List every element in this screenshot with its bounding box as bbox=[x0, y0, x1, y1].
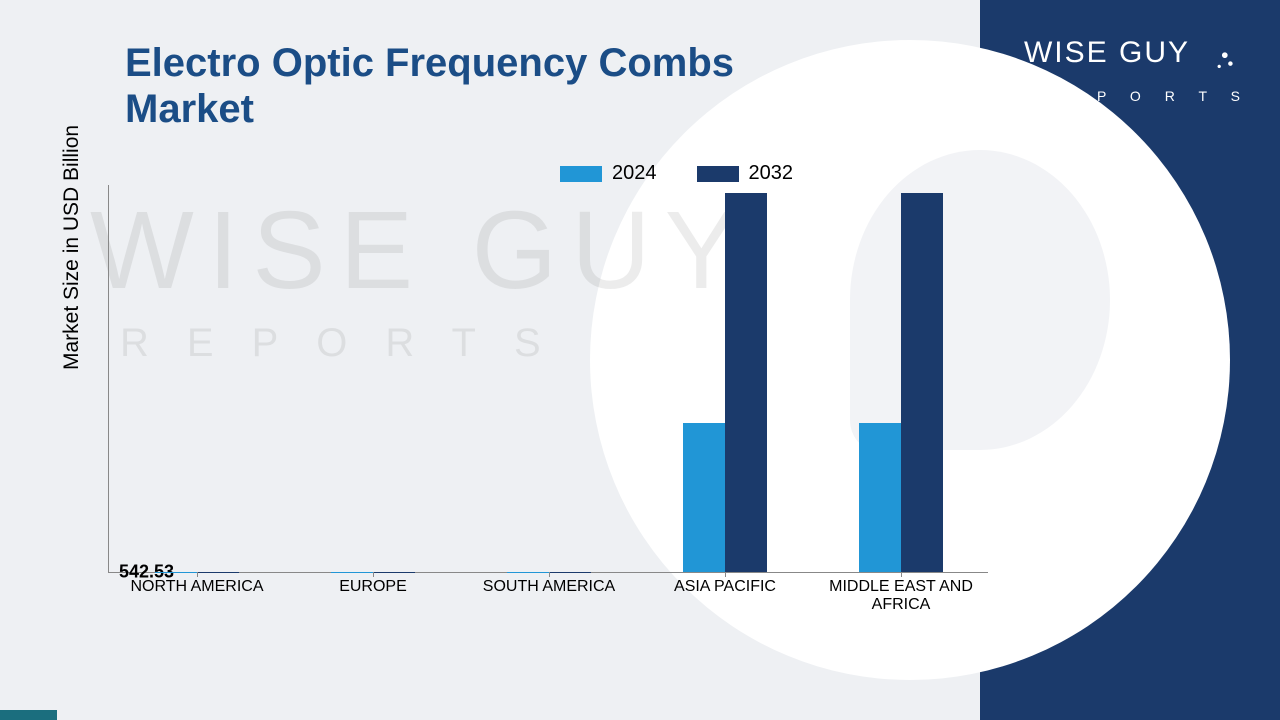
bar-2032 bbox=[901, 193, 943, 572]
legend: 2024 2032 bbox=[560, 162, 793, 185]
bar-2024 bbox=[683, 423, 725, 572]
legend-label-2032: 2032 bbox=[749, 162, 794, 184]
legend-item-2024: 2024 bbox=[560, 162, 657, 185]
logo-head-icon bbox=[1194, 30, 1250, 86]
legend-item-2032: 2032 bbox=[697, 162, 794, 185]
brand-logo: WISE GUY R E P O R T S bbox=[1024, 30, 1250, 104]
plot-area: 542.53 NORTH AMERICAEUROPESOUTH AMERICAA… bbox=[108, 185, 988, 573]
y-axis-label: Market Size in USD Billion bbox=[60, 125, 84, 370]
bar-chart: 542.53 NORTH AMERICAEUROPESOUTH AMERICAA… bbox=[108, 185, 988, 573]
logo-line2: R E P O R T S bbox=[1024, 88, 1250, 104]
legend-swatch-2032 bbox=[697, 166, 739, 182]
x-axis-label: MIDDLE EAST AND AFRICA bbox=[813, 572, 989, 615]
chart-title: Electro Optic Frequency Combs Market bbox=[125, 40, 865, 132]
x-tick bbox=[549, 572, 550, 577]
x-tick bbox=[725, 572, 726, 577]
x-tick bbox=[373, 572, 374, 577]
bar-group: ASIA PACIFIC bbox=[637, 193, 813, 572]
x-tick bbox=[197, 572, 198, 577]
legend-swatch-2024 bbox=[560, 166, 602, 182]
bar-2024 bbox=[859, 423, 901, 572]
logo-line1: WISE GUY bbox=[1024, 36, 1190, 69]
bar-2032 bbox=[725, 193, 767, 572]
bar-group: MIDDLE EAST AND AFRICA bbox=[813, 193, 989, 572]
legend-label-2024: 2024 bbox=[612, 162, 657, 184]
accent-bar bbox=[0, 710, 57, 720]
x-tick bbox=[901, 572, 902, 577]
